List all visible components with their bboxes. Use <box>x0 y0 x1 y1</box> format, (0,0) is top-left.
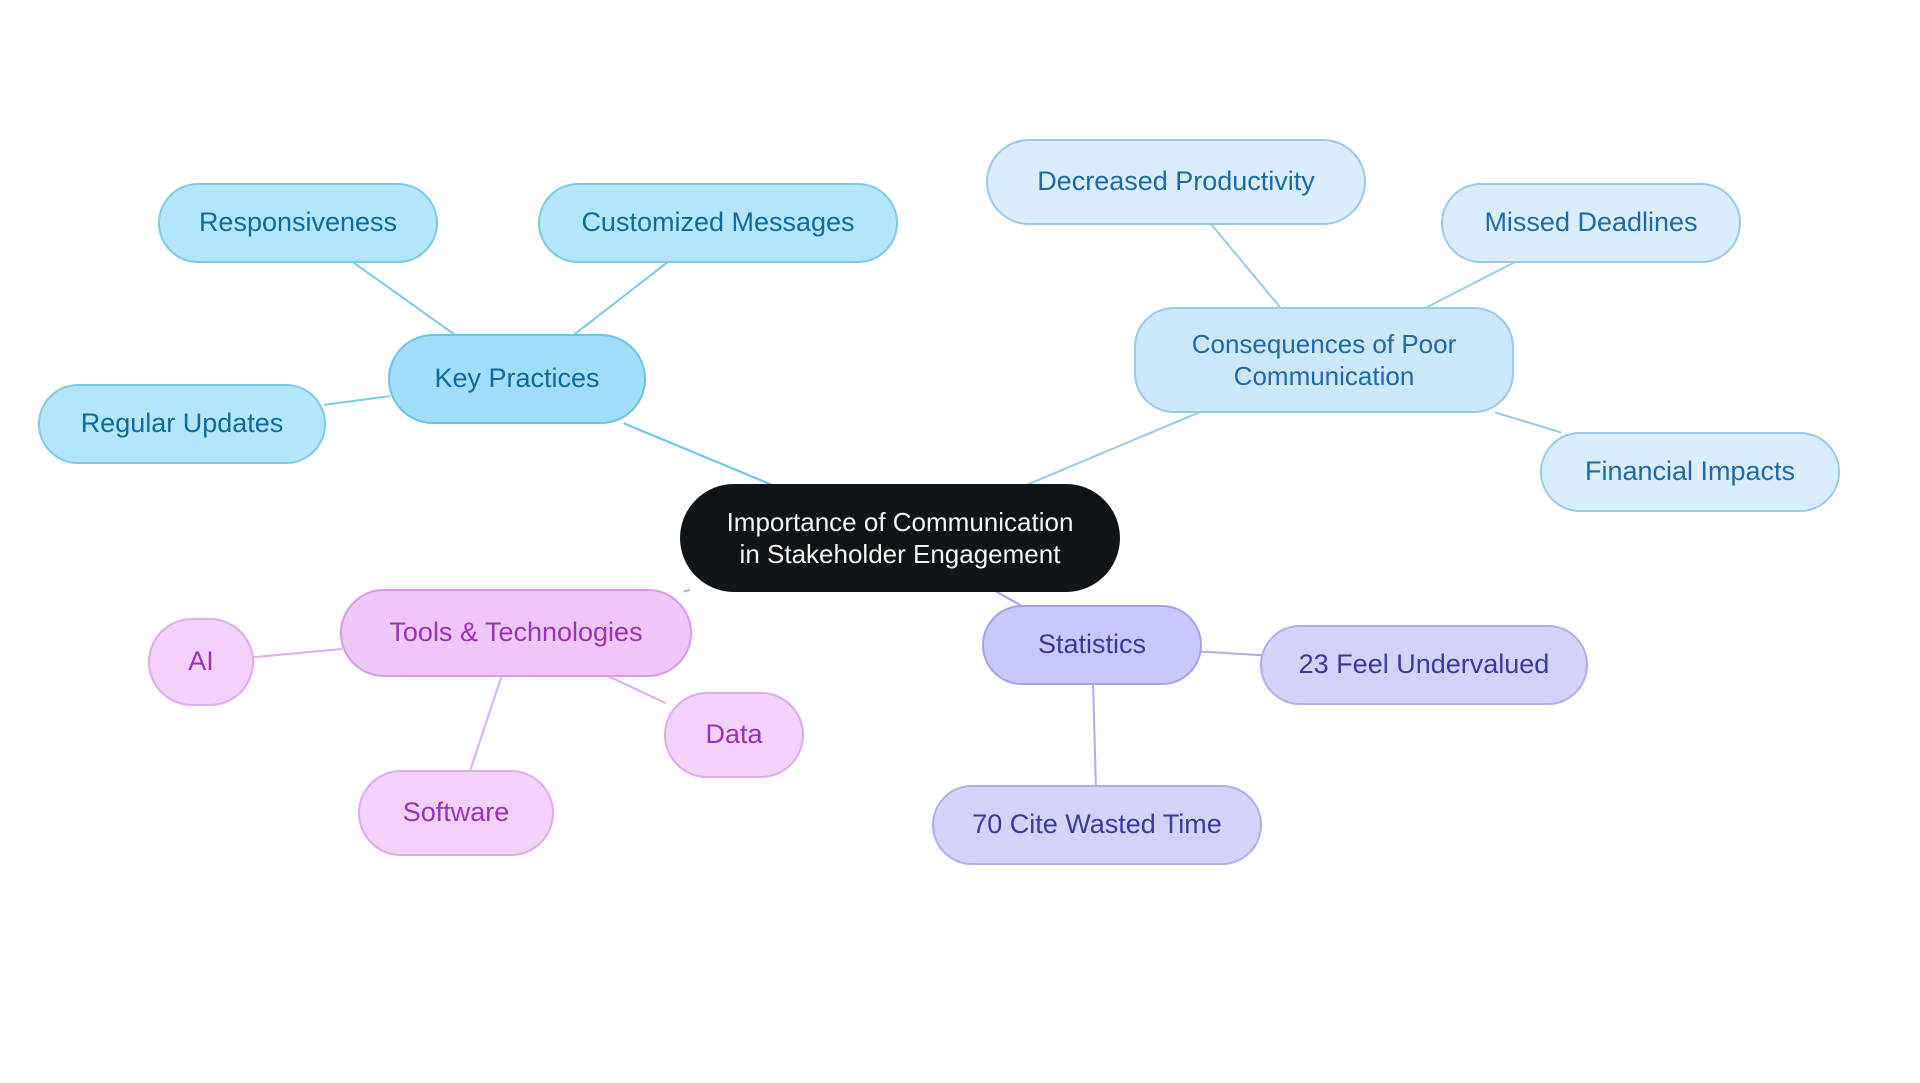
mindmap-node-tools: Tools & Technologies <box>340 589 692 677</box>
mindmap-edge <box>252 649 342 657</box>
mindmap-node-responsiveness: Responsiveness <box>158 183 438 263</box>
mindmap-edge <box>573 262 668 335</box>
mindmap-node-decreased: Decreased Productivity <box>986 139 1366 225</box>
mindmap-node-software: Software <box>358 770 554 856</box>
mindmap-edge <box>324 396 390 405</box>
mindmap-edge <box>1200 652 1262 656</box>
mindmap-edge <box>1495 412 1561 432</box>
mindmap-edge <box>1210 223 1281 308</box>
mindmap-node-wasted: 70 Cite Wasted Time <box>932 785 1262 865</box>
mindmap-node-key-practices: Key Practices <box>388 334 646 424</box>
mindmap-edge <box>1093 683 1096 787</box>
mindmap-edge <box>684 590 690 592</box>
mindmap-edge <box>470 675 502 772</box>
mindmap-edge <box>353 262 456 335</box>
mindmap-edge <box>1426 262 1515 308</box>
mindmap-edge <box>1027 412 1200 485</box>
mindmap-node-statistics: Statistics <box>982 605 1202 685</box>
mindmap-node-ai: AI <box>148 618 254 706</box>
mindmap-node-customized: Customized Messages <box>538 183 898 263</box>
mindmap-node-regular: Regular Updates <box>38 384 326 464</box>
mindmap-node-center: Importance of Communication in Stakehold… <box>680 484 1120 592</box>
mindmap-node-data: Data <box>664 692 804 778</box>
mindmap-edge <box>995 591 1022 606</box>
mindmap-node-missed: Missed Deadlines <box>1441 183 1741 263</box>
mindmap-node-consequences: Consequences of Poor Communication <box>1134 307 1514 413</box>
mindmap-node-undervalued: 23 Feel Undervalued <box>1260 625 1588 705</box>
mindmap-edge <box>624 423 772 485</box>
mindmap-node-financial: Financial Impacts <box>1540 432 1840 512</box>
mindmap-edge <box>608 676 666 703</box>
